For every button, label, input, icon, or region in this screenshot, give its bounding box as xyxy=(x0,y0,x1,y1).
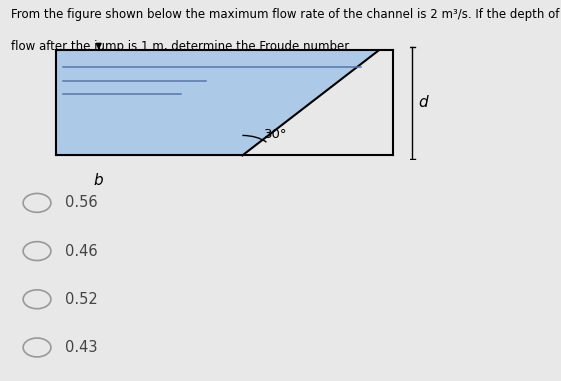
Text: 0.46: 0.46 xyxy=(65,243,98,259)
Text: flow after the jump is 1 m, determine the Froude number.: flow after the jump is 1 m, determine th… xyxy=(11,40,352,53)
Text: From the figure shown below the maximum flow rate of the channel is 2 m³/s. If t: From the figure shown below the maximum … xyxy=(11,8,559,21)
Text: d: d xyxy=(418,95,427,110)
Text: 0.43: 0.43 xyxy=(65,340,97,355)
Text: 0.52: 0.52 xyxy=(65,292,98,307)
Polygon shape xyxy=(56,50,379,155)
Text: b: b xyxy=(94,173,104,187)
Text: 30°: 30° xyxy=(264,128,287,141)
Text: 0.56: 0.56 xyxy=(65,195,98,210)
